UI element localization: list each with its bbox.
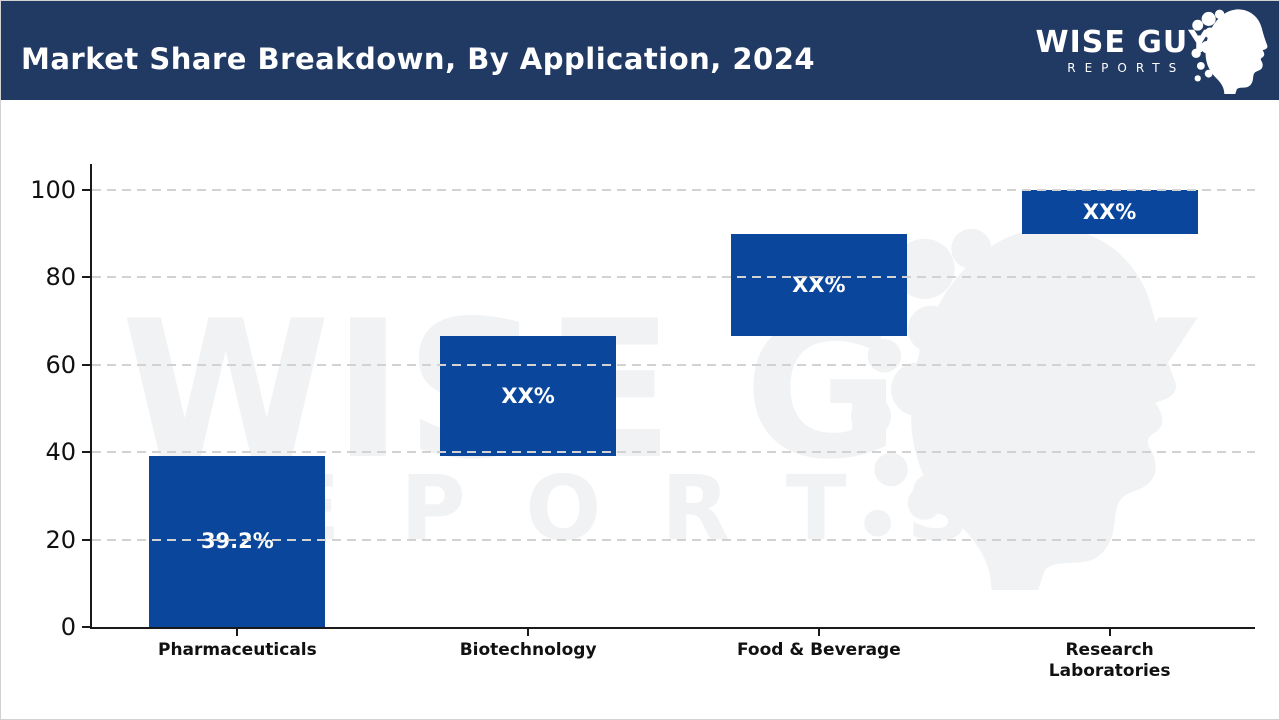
y-tick-20 bbox=[82, 538, 91, 541]
y-tick-100 bbox=[82, 188, 91, 191]
bar-value-pharmaceuticals: 39.2% bbox=[200, 529, 274, 554]
bar-food-beverage: XX% bbox=[730, 234, 907, 337]
x-tick-food-beverage bbox=[817, 627, 820, 636]
logo-wordmark: WISE GUY bbox=[1035, 24, 1211, 60]
wiseguy-head-icon bbox=[1191, 9, 1268, 94]
y-tick-label-40: 40 bbox=[45, 438, 76, 466]
bar-value-biotechnology: XX% bbox=[501, 383, 555, 408]
x-tick-pharmaceuticals bbox=[236, 627, 239, 636]
gridline-80 bbox=[92, 276, 1255, 278]
gridline-40 bbox=[92, 451, 1255, 453]
bar-pharmaceuticals: 39.2% bbox=[149, 455, 326, 627]
gridline-60 bbox=[92, 363, 1255, 366]
y-tick-40 bbox=[82, 451, 91, 453]
header-bar: Market Share Breakdown, By Application, … bbox=[1, 1, 1279, 100]
x-tick-biotechnology bbox=[527, 627, 530, 636]
y-tick-label-100: 100 bbox=[30, 175, 76, 204]
x-label-biotechnology: Biotechnology bbox=[459, 640, 597, 660]
logo-reports-label: REPORTS bbox=[1067, 61, 1186, 76]
wiseguy-logo: WISE GUY REPORTS bbox=[1035, 7, 1273, 95]
y-tick-80 bbox=[82, 276, 91, 278]
x-label-pharmaceuticals: Pharmaceuticals bbox=[157, 640, 317, 660]
y-tick-label-60: 60 bbox=[45, 350, 76, 379]
bar-value-research-laboratories: XX% bbox=[1082, 199, 1137, 224]
logo-text: WISE GUY REPORTS bbox=[1035, 27, 1211, 76]
gridline-20 bbox=[92, 538, 1255, 541]
y-tick-label-20: 20 bbox=[45, 525, 76, 554]
chart-title: Market Share Breakdown, By Application, … bbox=[21, 42, 816, 76]
y-tick-label-0: 0 bbox=[60, 613, 76, 641]
bar-biotechnology: XX% bbox=[440, 336, 617, 456]
plot-area: 0 20 40 60 80 100 39.2% Pharmaceuticals XX% Biote… bbox=[30, 164, 1255, 681]
y-tick-0 bbox=[82, 626, 91, 628]
y-tick-60 bbox=[82, 363, 91, 366]
chart-canvas: WISE GUY REPORTS 0 20 40 60 80 100 39.2% Pharma… bbox=[1, 100, 1279, 719]
x-tick-research-laboratories bbox=[1108, 627, 1111, 636]
x-label-food-beverage: Food & Beverage bbox=[736, 640, 901, 660]
gridline-100 bbox=[92, 188, 1255, 191]
y-tick-label-80: 80 bbox=[45, 263, 76, 291]
x-label-research-laboratories: Research Laboratories bbox=[1048, 640, 1171, 682]
bar-research-laboratories: XX% bbox=[1021, 189, 1198, 235]
